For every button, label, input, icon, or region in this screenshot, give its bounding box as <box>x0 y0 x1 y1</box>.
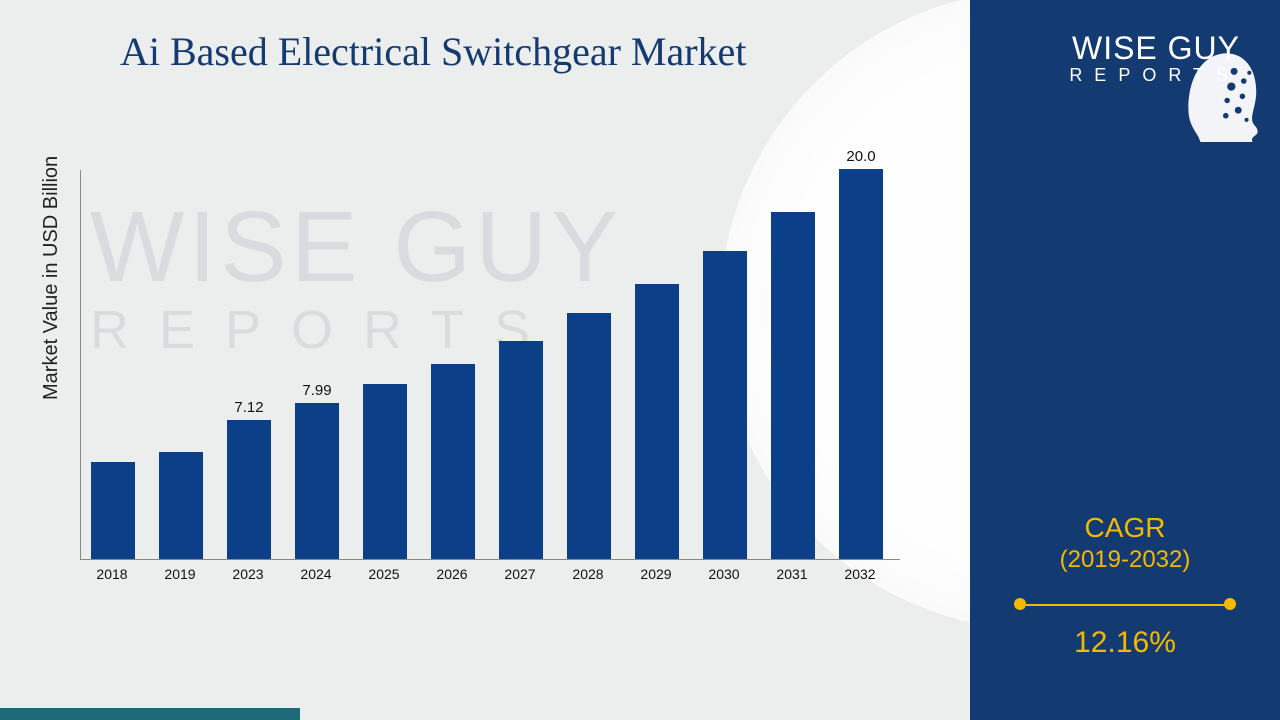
bottom-stripe <box>0 708 300 720</box>
bar <box>703 251 747 559</box>
brand-logo: WISE GUY REPORTS <box>1069 30 1240 86</box>
x-tick-label: 2029 <box>626 566 686 582</box>
x-tick-label: 2027 <box>490 566 550 582</box>
bar <box>567 313 611 559</box>
chart-title: Ai Based Electrical Switchgear Market <box>120 30 746 74</box>
bar <box>227 420 271 559</box>
x-tick-label: 2028 <box>558 566 618 582</box>
x-tick-label: 2023 <box>218 566 278 582</box>
bar <box>159 452 203 559</box>
x-tick-label: 2031 <box>762 566 822 582</box>
cagr-separator <box>1010 592 1240 616</box>
plot-area: 7.127.9920.0 <box>80 170 900 560</box>
cagr-value: 12.16% <box>1010 626 1240 660</box>
bar <box>295 403 339 559</box>
x-tick-label: 2032 <box>830 566 890 582</box>
bar <box>635 284 679 559</box>
logo-head-icon <box>1188 52 1258 142</box>
x-tick-label: 2019 <box>150 566 210 582</box>
y-axis-label: Market Value in USD Billion <box>40 156 63 400</box>
x-tick-label: 2025 <box>354 566 414 582</box>
x-tick-label: 2024 <box>286 566 346 582</box>
bar-value-label: 7.99 <box>287 382 347 399</box>
bar <box>771 212 815 559</box>
cagr-label: CAGR <box>1010 512 1240 544</box>
bar <box>431 364 475 559</box>
bar <box>91 462 135 560</box>
bar <box>839 169 883 559</box>
bar-value-label: 7.12 <box>219 399 279 416</box>
bar <box>499 341 543 559</box>
x-tick-label: 2018 <box>82 566 142 582</box>
bar-value-label: 20.0 <box>831 148 891 165</box>
x-tick-label: 2030 <box>694 566 754 582</box>
bar-chart: 7.127.9920.0 201820192023202420252026202… <box>80 170 900 590</box>
cagr-period: (2019-2032) <box>1010 546 1240 574</box>
cagr-box: CAGR (2019-2032) 12.16% <box>1010 512 1240 660</box>
x-tick-label: 2026 <box>422 566 482 582</box>
bar <box>363 384 407 559</box>
